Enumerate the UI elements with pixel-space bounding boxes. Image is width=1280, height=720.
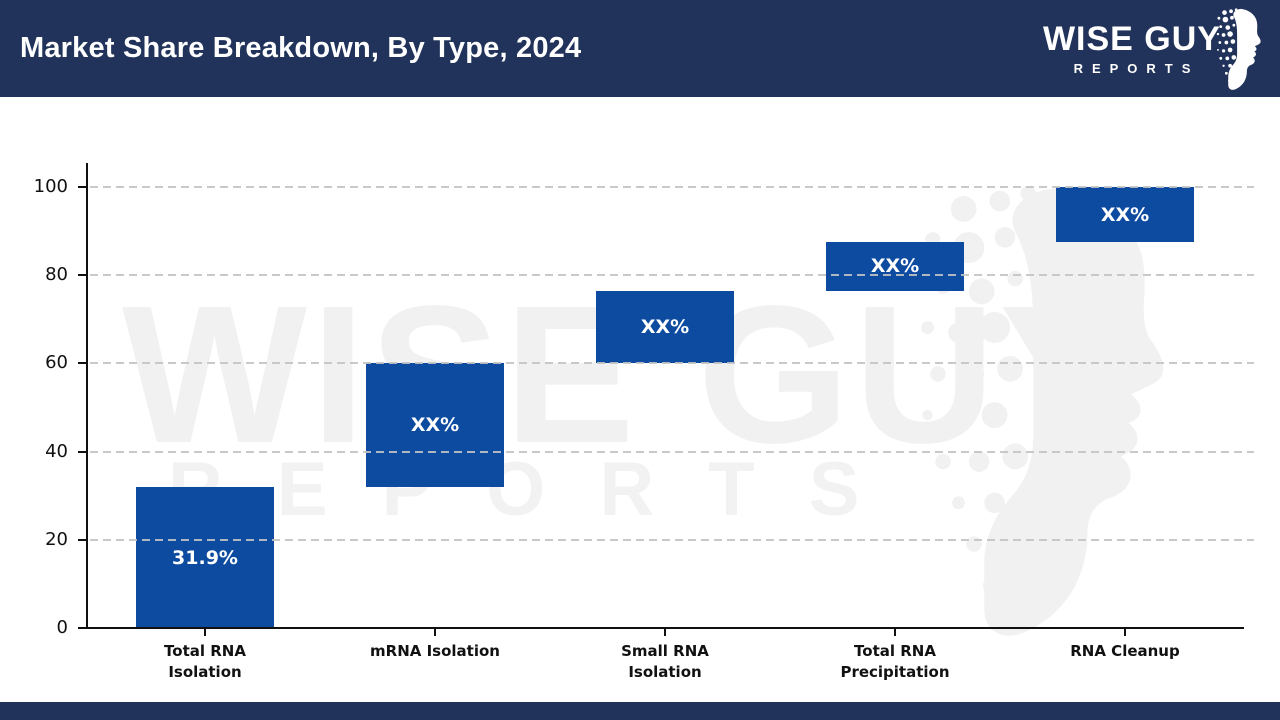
y-tick-label: 100 — [33, 176, 68, 197]
brand-logo: WISE GUY REPORTS — [1043, 7, 1262, 91]
x-tick-mark — [894, 629, 896, 636]
y-tick-label: 60 — [45, 352, 68, 374]
y-axis: 0 20 40 60 80 100 — [0, 176, 86, 638]
gridline — [90, 450, 1254, 453]
y-tick-label: 20 — [45, 528, 68, 550]
bar: XX% — [826, 242, 964, 291]
x-tick-label: RNA Cleanup — [1070, 642, 1180, 660]
y-tick-mark — [78, 362, 86, 365]
chart-title: Market Share Breakdown, By Type, 2024 — [20, 32, 582, 64]
gridline — [90, 186, 1254, 188]
y-tick-label: 0 — [56, 617, 68, 638]
bar: XX% — [366, 363, 504, 488]
bar-label: XX% — [870, 255, 920, 278]
x-tick-label: Small RNA Isolation — [621, 642, 709, 681]
y-axis-spine — [86, 163, 88, 629]
plot-area: 31.9% XX% XX% XX% XX% — [90, 186, 1254, 628]
x-tick-label: mRNA Isolation — [370, 642, 500, 660]
x-tick-mark — [434, 629, 436, 636]
x-tick-mark — [204, 629, 206, 636]
footer-bar — [0, 702, 1280, 720]
x-tick-label: Total RNA Isolation — [164, 642, 246, 681]
x-tick-mark — [1124, 629, 1126, 636]
brand-logo-text: WISE GUY REPORTS — [1043, 22, 1221, 75]
bar-label: XX% — [410, 414, 460, 437]
x-axis-spine — [86, 627, 1244, 629]
bar-label: 31.9% — [172, 546, 238, 569]
brand-face-icon — [1216, 7, 1261, 90]
brand-subname: REPORTS — [1073, 61, 1200, 76]
header-bar: Market Share Breakdown, By Type, 2024 WI… — [0, 0, 1280, 97]
bar: XX% — [596, 290, 734, 364]
y-tick-mark — [78, 274, 86, 277]
gridline — [90, 538, 1254, 541]
x-tick-label: Total RNA Precipitation — [840, 642, 950, 681]
gridline — [90, 274, 1254, 277]
bar-label: XX% — [1100, 203, 1150, 226]
x-axis: Total RNA Isolation mRNA Isolation Small R… — [90, 629, 1240, 699]
bar: 31.9% — [136, 487, 274, 628]
y-tick-mark — [78, 627, 86, 629]
y-tick-label: 80 — [45, 264, 68, 286]
y-tick-label: 40 — [45, 440, 68, 462]
bar-label: XX% — [640, 316, 690, 339]
gridline — [90, 362, 1254, 365]
x-tick-mark — [664, 629, 666, 636]
y-tick-mark — [78, 450, 86, 453]
watermark-subtext: REPORTS — [168, 447, 914, 532]
bar: XX% — [1056, 187, 1194, 243]
brand-name: WISE GUY — [1042, 20, 1221, 58]
y-tick-mark — [78, 186, 86, 188]
y-tick-mark — [78, 538, 86, 541]
